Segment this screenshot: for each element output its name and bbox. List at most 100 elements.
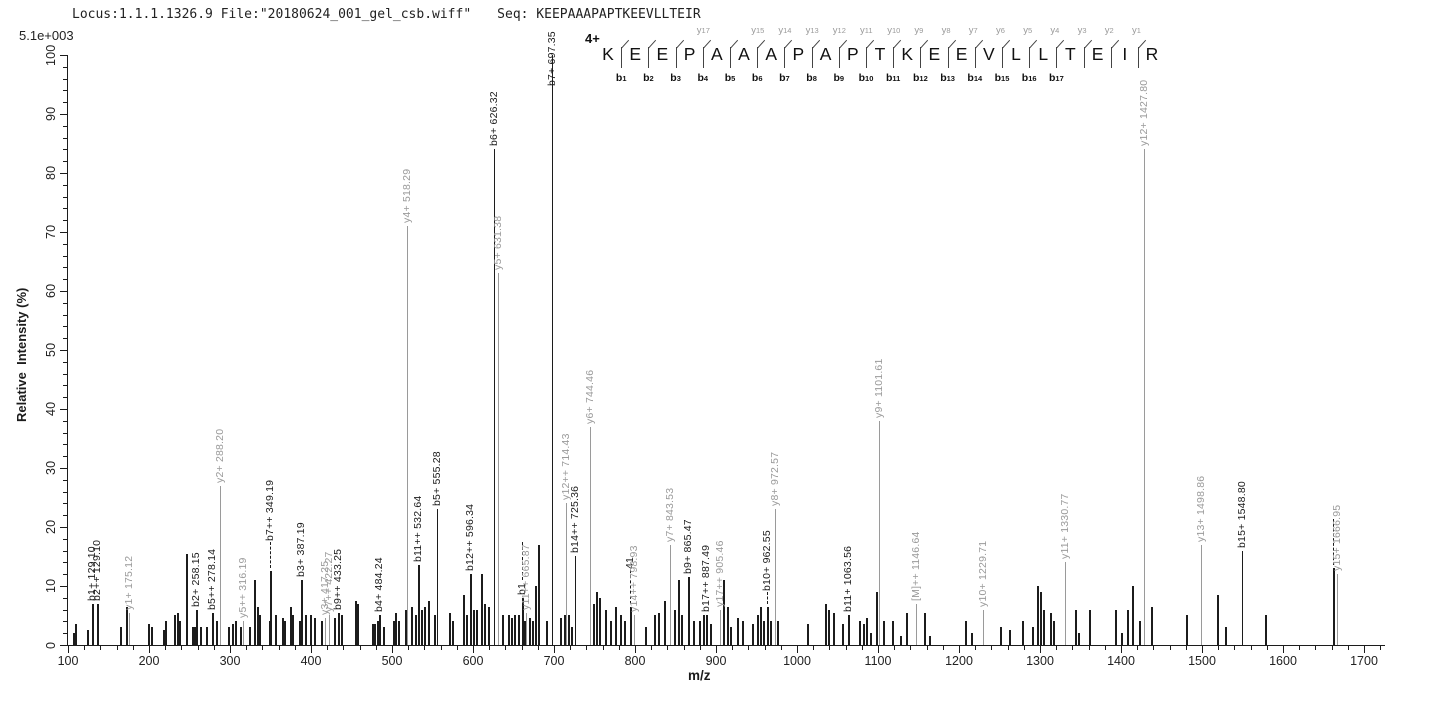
x-axis-tick xyxy=(570,646,571,650)
peak xyxy=(196,610,198,645)
peak-label: y11+ 1330.77 xyxy=(1059,493,1071,559)
peak xyxy=(645,627,647,645)
peak xyxy=(575,556,576,645)
peak xyxy=(488,607,490,645)
y-ion-label: y5 xyxy=(1023,25,1033,36)
peak xyxy=(73,633,75,645)
peak xyxy=(194,627,196,645)
fragment-divider xyxy=(838,47,840,68)
y-axis-tick xyxy=(60,291,67,292)
peak xyxy=(971,633,973,645)
x-axis-tick xyxy=(441,646,442,650)
x-tick-label: 1700 xyxy=(1350,654,1378,668)
x-axis-tick xyxy=(489,646,490,650)
peak-label: y13+ 1498.86 xyxy=(1195,475,1207,542)
x-axis-tick xyxy=(651,646,652,650)
peak xyxy=(470,574,472,645)
y-tick-label: 100 xyxy=(44,44,58,66)
peak xyxy=(526,613,527,645)
peak-label: b15+ 1548.80 xyxy=(1236,481,1248,548)
peak xyxy=(216,621,218,645)
x-axis-tick xyxy=(392,646,393,653)
peak xyxy=(670,545,671,645)
x-axis-tick xyxy=(991,646,992,650)
x-axis-tick xyxy=(522,646,523,650)
x-tick-label: 1100 xyxy=(864,654,892,668)
b-ion-label: b2 xyxy=(643,72,654,84)
y-axis-tick xyxy=(60,173,67,174)
peak xyxy=(87,630,89,645)
peak xyxy=(807,624,809,645)
peak xyxy=(421,610,423,645)
peak xyxy=(338,613,340,645)
x-axis-tick xyxy=(457,646,458,650)
peak xyxy=(658,613,660,645)
x-tick-label: 800 xyxy=(624,654,646,668)
peak xyxy=(240,627,242,645)
peak xyxy=(200,627,202,645)
peak xyxy=(723,580,725,645)
peak xyxy=(151,627,153,645)
peak xyxy=(615,607,617,645)
y-tick-label: 60 xyxy=(44,283,58,299)
fragment-divider xyxy=(675,47,677,68)
peak xyxy=(511,618,513,645)
y-ion-label: y8 xyxy=(941,25,951,36)
y-axis-tick xyxy=(63,315,67,316)
y-ion-label: y13 xyxy=(805,25,819,36)
peak xyxy=(906,613,908,645)
x-axis-tick xyxy=(246,646,247,650)
peak xyxy=(1022,621,1024,645)
y-axis-tick xyxy=(63,421,67,422)
fragment-divider xyxy=(1056,47,1058,68)
peak-label: b5+ 555.28 xyxy=(431,451,443,506)
peak-label: y15+ 1666.95 xyxy=(1331,504,1343,571)
fragment-divider xyxy=(947,47,949,68)
peak xyxy=(763,621,765,645)
peak xyxy=(900,636,902,645)
x-axis-tick xyxy=(279,646,280,650)
peak xyxy=(377,621,379,645)
peak xyxy=(983,610,984,645)
x-axis-tick xyxy=(619,646,620,650)
peak xyxy=(654,615,656,645)
x-axis-tick xyxy=(198,646,199,650)
b-ion-label: b4 xyxy=(697,72,709,84)
x-axis-tick xyxy=(862,646,863,650)
x-axis-tick xyxy=(424,646,425,650)
peak xyxy=(624,621,626,645)
fragment-divider xyxy=(648,47,650,68)
fragment-divider xyxy=(974,47,976,68)
x-axis-tick xyxy=(538,646,539,650)
y-axis-tick xyxy=(63,397,67,398)
x-axis-tick xyxy=(554,646,555,653)
peak xyxy=(529,618,531,645)
peak xyxy=(165,621,167,645)
peak xyxy=(1217,595,1219,645)
peak-label: [M]++ 1146.64 xyxy=(910,531,922,601)
x-axis-tick xyxy=(586,646,587,650)
y-ion-label: y6 xyxy=(996,25,1005,36)
residue-letter: K xyxy=(901,44,914,64)
peak xyxy=(1050,613,1052,645)
peak xyxy=(383,627,385,645)
y-ion-label: y1 xyxy=(1132,25,1141,36)
peak xyxy=(1078,633,1080,645)
peak xyxy=(355,601,357,645)
peak xyxy=(476,610,478,645)
peak xyxy=(1009,630,1011,645)
peak xyxy=(192,627,194,645)
residue-letter: A xyxy=(738,44,750,64)
fragment-divider xyxy=(784,47,786,68)
peak xyxy=(929,636,931,645)
peak xyxy=(374,624,376,645)
residue-letter: A xyxy=(765,44,778,64)
peak-label: b11++ 532.64 xyxy=(412,495,424,562)
masked-peak-label xyxy=(522,542,523,581)
peak xyxy=(186,554,188,645)
x-axis-tick xyxy=(1072,646,1073,650)
peak-label: y1+ 175.12 xyxy=(123,555,135,610)
peak xyxy=(825,604,827,645)
peak xyxy=(1127,610,1129,645)
peak xyxy=(290,607,292,645)
